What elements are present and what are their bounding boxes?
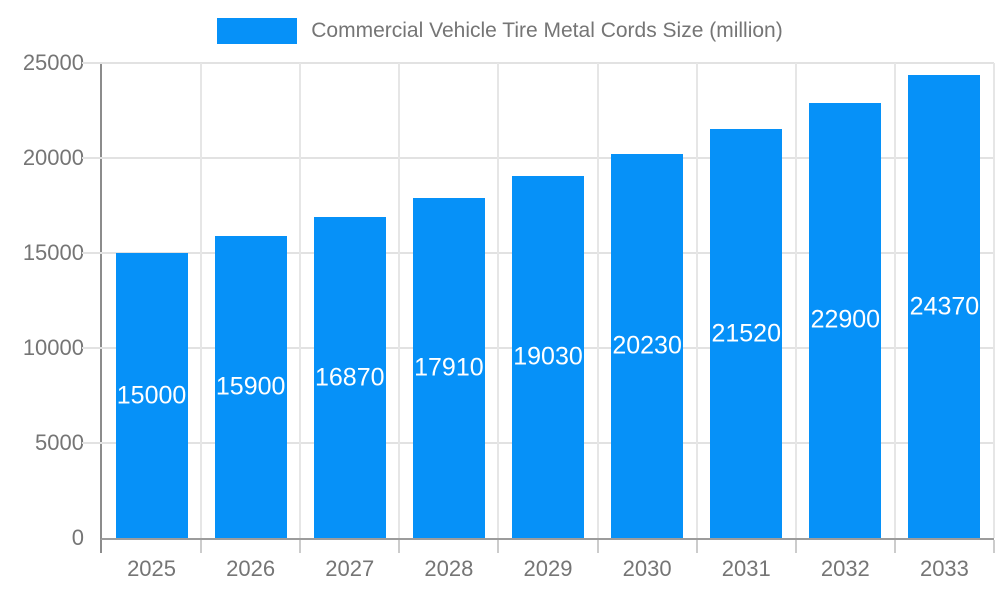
- x-gridline: [993, 63, 995, 538]
- x-tick-label-2029: 2029: [523, 556, 573, 581]
- plot-area: 15000 15900 16870 17910 19030 20230 21520 22900…: [82, 62, 995, 553]
- x-gridline: [200, 63, 203, 538]
- x-axis-tick: [993, 540, 995, 553]
- x-tick-label-2028: 2028: [424, 556, 474, 581]
- x-axis-labels: 2025 2026 2027 2028 2029 2030 2031 2032 2033: [102, 556, 994, 586]
- bar-value-label: 24370: [909, 292, 980, 320]
- bar-2026[interactable]: 15900: [214, 235, 287, 538]
- bar-value-label: 15000: [116, 381, 187, 409]
- x-tick-label-2033: 2033: [919, 556, 969, 581]
- y-tick-label: 5000: [35, 430, 84, 455]
- x-axis-tick: [596, 540, 599, 553]
- x-axis-tick: [200, 540, 203, 553]
- bar-value-label: 22900: [810, 305, 881, 334]
- bar-2028[interactable]: 17910: [412, 197, 485, 538]
- bar-2030[interactable]: 20230: [611, 153, 684, 538]
- bar-value-label: 20230: [612, 331, 682, 360]
- bar-value-label: 16870: [315, 363, 385, 392]
- legend[interactable]: Commercial Vehicle Tire Metal Cords Size…: [0, 18, 1000, 44]
- x-axis-tick: [794, 540, 797, 553]
- x-axis-tick: [893, 540, 896, 553]
- y-tick-label: 15000: [22, 240, 84, 265]
- x-tick-label-2026: 2026: [226, 556, 276, 581]
- x-axis-tick: [100, 540, 102, 553]
- y-tick-label: 0: [71, 525, 84, 550]
- y-axis-labels: 0 5000 10000 15000 20000 25000: [0, 50, 84, 550]
- bar-2032[interactable]: 22900: [809, 102, 882, 538]
- x-gridline: [695, 63, 698, 538]
- bar-value-label: 15900: [215, 372, 286, 401]
- x-axis-tick: [398, 540, 401, 553]
- x-tick-label-2027: 2027: [325, 556, 375, 581]
- x-gridline: [893, 63, 896, 538]
- x-gridline: [794, 63, 797, 538]
- x-gridline: [398, 63, 401, 538]
- x-axis-tick: [695, 540, 698, 553]
- bar-value-label: 19030: [513, 342, 583, 371]
- x-tick-label-2031: 2031: [721, 556, 771, 581]
- x-axis-tick: [299, 540, 302, 553]
- bar-2025[interactable]: 15000: [115, 253, 188, 538]
- x-axis-tick: [497, 540, 500, 553]
- bar-2031[interactable]: 21520: [710, 129, 783, 538]
- legend-series-label: Commercial Vehicle Tire Metal Cords Size…: [311, 19, 783, 42]
- y-tick-label: 20000: [22, 145, 84, 170]
- x-tick-label-2032: 2032: [820, 556, 870, 581]
- bar-value-label: 21520: [711, 319, 781, 348]
- legend-swatch-icon: [217, 18, 298, 44]
- y-tick-label: 10000: [22, 335, 84, 360]
- x-tick-label-2025: 2025: [127, 556, 177, 581]
- bar-2027[interactable]: 16870: [313, 217, 386, 538]
- y-tick-label: 25000: [22, 50, 84, 75]
- bar-2033[interactable]: 24370: [908, 74, 981, 538]
- bar-value-label: 17910: [414, 353, 484, 382]
- bar-2029[interactable]: 19030: [512, 176, 584, 538]
- x-tick-label-2030: 2030: [622, 556, 672, 581]
- x-gridline: [299, 63, 302, 538]
- y-gridline: [82, 62, 994, 64]
- y-gridline: [82, 157, 994, 159]
- x-gridline: [596, 63, 599, 538]
- x-gridline: [497, 63, 500, 538]
